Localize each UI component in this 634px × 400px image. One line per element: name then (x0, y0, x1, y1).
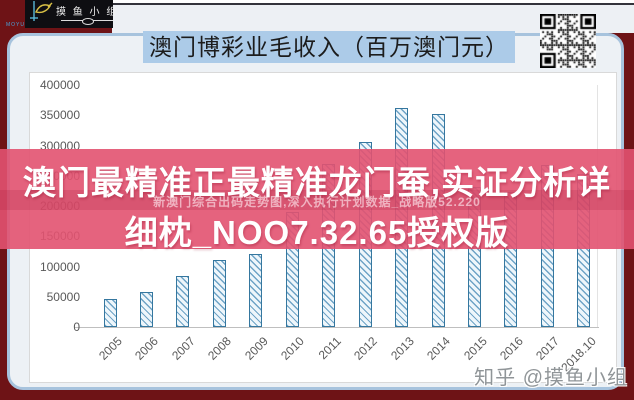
x-axis-line (75, 327, 599, 328)
bar-2008 (212, 260, 226, 327)
brand-name-en: MOYU (6, 22, 25, 28)
qr-code (540, 14, 596, 68)
y-tick-label: 400000 (39, 78, 80, 92)
bar-2006 (139, 292, 153, 327)
y-tick-label: 50000 (46, 289, 80, 304)
promo-overlay-subband (0, 190, 634, 210)
zhihu-watermark: 知乎 @摸鱼小组 (474, 367, 628, 389)
fish-logo-icon (28, 0, 54, 30)
y-tick-label: 100000 (39, 259, 80, 274)
promo-overlay-banner: 澳门最精准正最精准龙门蚕,实证分析详 新澳门综合出码走势图,深入执行计划数据_战… (0, 149, 634, 251)
bar-2007 (176, 276, 190, 327)
moyu-logo: 摸 鱼 小 组 (25, 0, 116, 30)
brand-name-cn: 摸 鱼 小 组 (56, 7, 119, 18)
promo-text-line1: 澳门最精准正最精准龙门蚕,实证分析详 (22, 164, 612, 201)
y-tick-label: 0 (73, 320, 80, 334)
bar-2005 (103, 299, 117, 327)
bar-2009 (249, 254, 263, 327)
promo-text-line2: 细枕_NOO7.32.65授权版 (124, 214, 510, 251)
chart-title: 澳门博彩业毛收入（百万澳门元） (143, 31, 515, 63)
brand-underline (61, 18, 114, 25)
y-tick-label: 350000 (39, 108, 80, 123)
logo-text: 摸 鱼 小 组 (56, 7, 119, 25)
promo-subtext: 新澳门综合出码走势图,深入执行计划数据_战略版52.220 (153, 195, 481, 209)
